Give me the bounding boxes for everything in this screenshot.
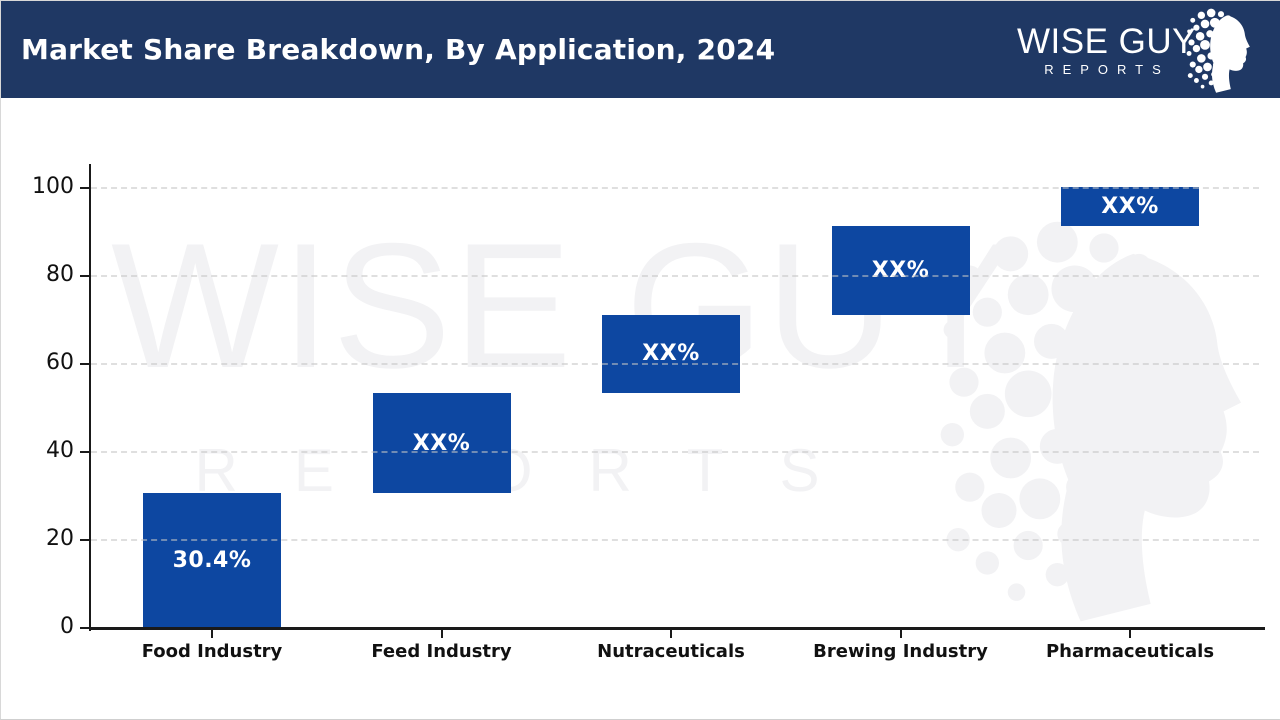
watermark-wordmark: WISE GUY xyxy=(111,206,1018,405)
y-tick-mark xyxy=(80,363,89,365)
y-tick-mark xyxy=(80,275,89,277)
y-gridline xyxy=(91,451,1259,453)
wiseguy-reports-logo: WISE GUY REPORTS xyxy=(1017,6,1267,94)
page-title: Market Share Breakdown, By Application, … xyxy=(21,33,776,66)
y-tick-label: 60 xyxy=(46,350,74,375)
chart-area: WISE GUY REPORTS 0 20 40 60 80 100 30.4% Food I… xyxy=(1,98,1280,719)
y-axis-line xyxy=(89,164,91,631)
y-tick-mark xyxy=(80,539,89,541)
bar: XX% xyxy=(602,315,740,393)
bar-value-label: XX% xyxy=(871,258,930,284)
head-dots-icon xyxy=(1186,8,1250,93)
x-axis-label: Brewing Industry xyxy=(813,641,988,662)
y-tick-label: 100 xyxy=(32,174,74,199)
header-banner: Market Share Breakdown, By Application, … xyxy=(1,1,1280,98)
bar-value-label: 30.4% xyxy=(172,547,252,573)
x-axis-line xyxy=(89,627,1265,630)
bar: XX% xyxy=(372,392,511,494)
x-axis-label: Feed Industry xyxy=(371,641,512,662)
watermark-head-dots-icon xyxy=(940,221,1242,622)
x-tick-mark xyxy=(440,630,443,638)
x-axis-label: Food Industry xyxy=(141,641,283,662)
x-tick-mark xyxy=(1129,630,1131,638)
x-axis-label: Pharmaceuticals xyxy=(1045,641,1215,662)
x-tick-mark xyxy=(899,630,902,638)
y-tick-mark xyxy=(80,627,89,629)
x-tick-mark xyxy=(670,630,672,638)
y-gridline xyxy=(91,275,1259,277)
logo-wordmark: WISE GUY xyxy=(1017,21,1197,61)
bar: XX% xyxy=(831,226,970,316)
x-tick-mark xyxy=(211,630,213,638)
x-axis-label: Nutraceuticals xyxy=(597,641,745,662)
y-gridline xyxy=(91,539,1259,541)
bar-value-label: XX% xyxy=(642,341,700,367)
logo-reports-text: REPORTS xyxy=(1044,61,1170,77)
y-tick-label: 20 xyxy=(46,526,74,551)
y-tick-label: 80 xyxy=(46,262,74,287)
y-tick-label: 0 xyxy=(60,614,74,639)
y-tick-mark xyxy=(80,187,89,189)
bar: 30.4% xyxy=(143,493,281,627)
y-tick-mark xyxy=(80,451,89,453)
bar: XX% xyxy=(1061,187,1199,227)
bar-value-label: XX% xyxy=(1101,194,1159,220)
y-gridline xyxy=(91,363,1259,365)
y-tick-label: 40 xyxy=(46,438,74,463)
y-gridline xyxy=(91,187,1259,189)
